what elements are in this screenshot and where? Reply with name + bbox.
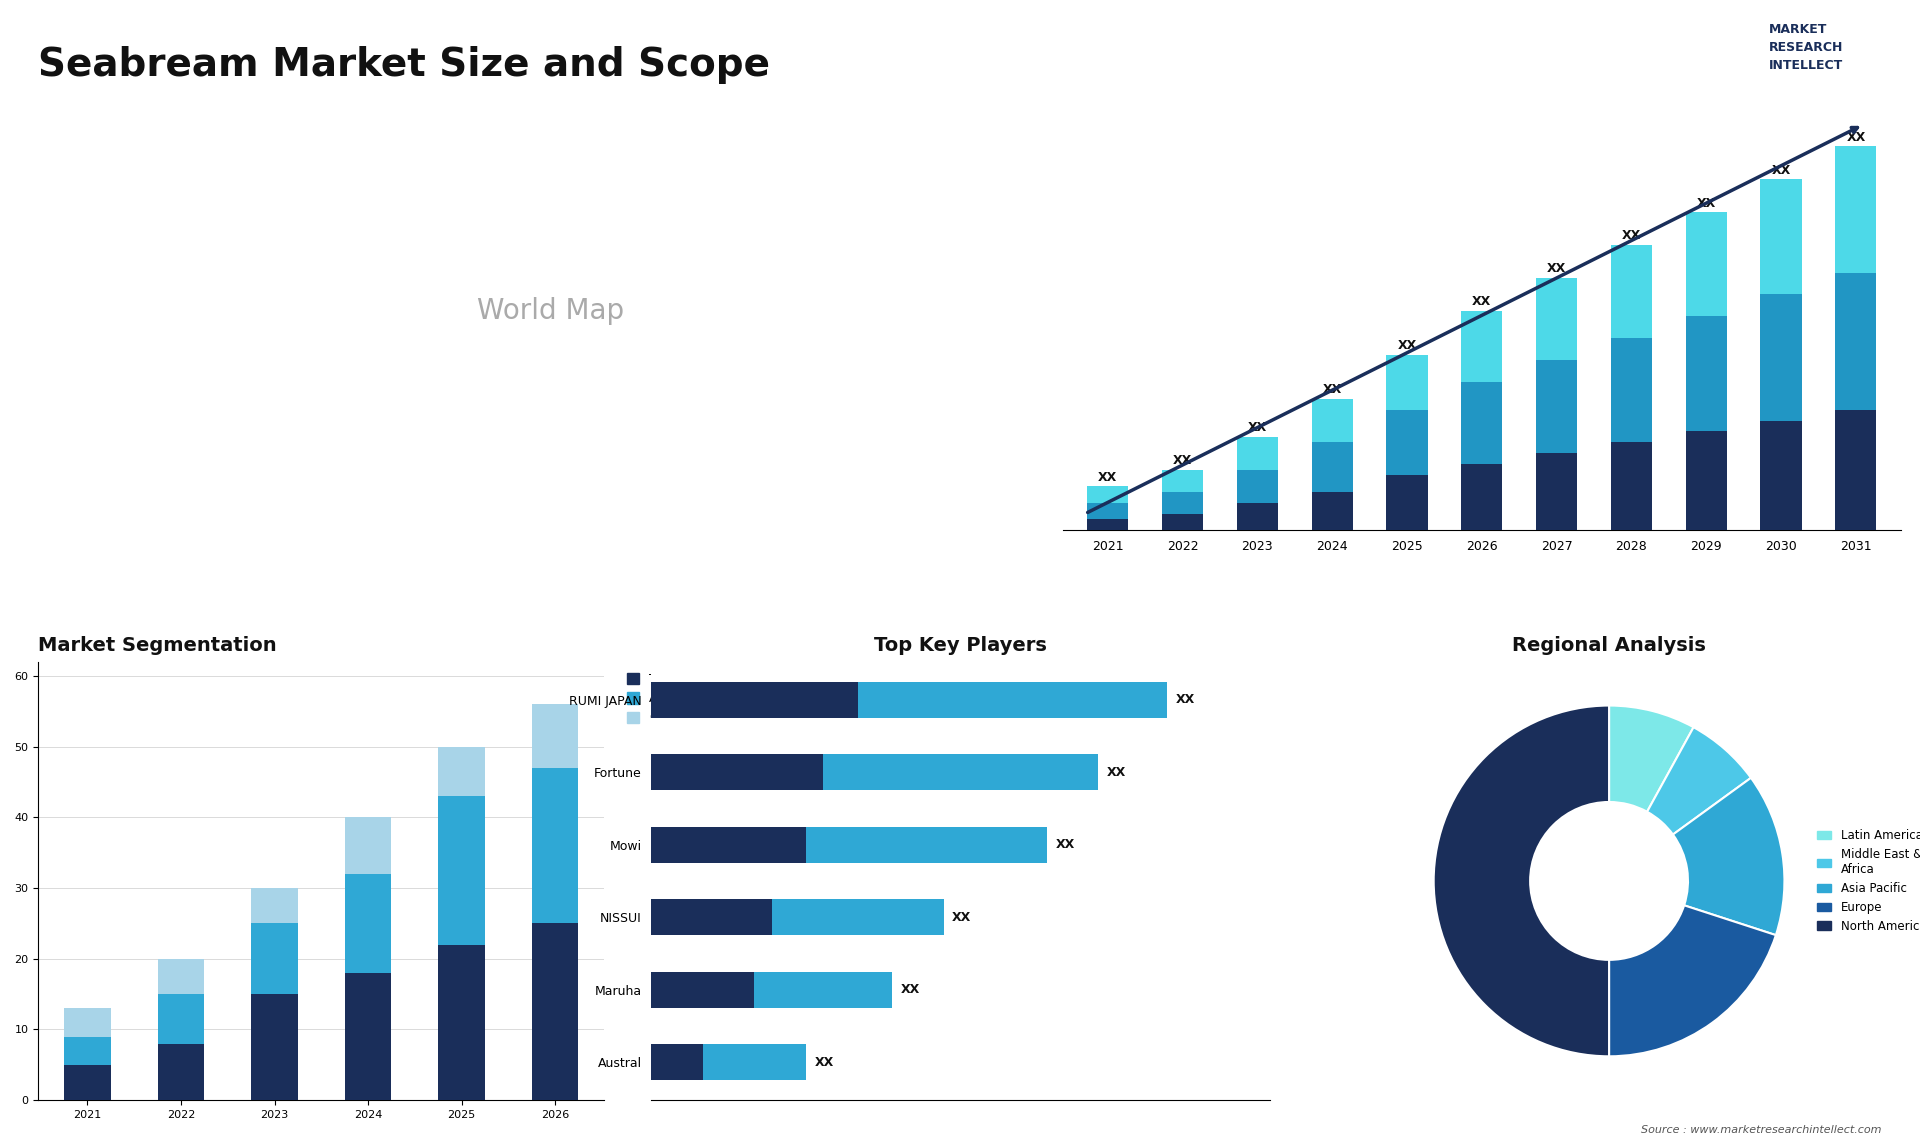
Bar: [252, 994, 298, 1100]
Bar: [1162, 492, 1204, 513]
Bar: [1311, 442, 1354, 492]
Bar: [532, 924, 578, 1100]
Bar: [1686, 432, 1726, 531]
Legend: Latin America, Middle East &
Africa, Asia Pacific, Europe, North America: Latin America, Middle East & Africa, Asi…: [1812, 824, 1920, 937]
Bar: [858, 682, 1167, 717]
Bar: [1461, 464, 1501, 531]
Bar: [651, 900, 772, 935]
Wedge shape: [1609, 706, 1693, 811]
Text: XX: XX: [1248, 422, 1267, 434]
Bar: [346, 973, 392, 1100]
Text: Seabream Market Size and Scope: Seabream Market Size and Scope: [38, 46, 770, 84]
Bar: [63, 1065, 111, 1100]
Bar: [1761, 180, 1801, 295]
Text: XX: XX: [1548, 262, 1567, 275]
Bar: [346, 817, 392, 874]
Bar: [1836, 409, 1876, 531]
Bar: [532, 768, 578, 924]
Bar: [1087, 519, 1129, 531]
Text: XX: XX: [1847, 131, 1866, 143]
Text: XX: XX: [1323, 383, 1342, 395]
Legend: Type, Application, Geography: Type, Application, Geography: [622, 668, 724, 730]
Wedge shape: [1672, 778, 1784, 935]
Bar: [1311, 399, 1354, 442]
Bar: [1611, 338, 1651, 442]
Bar: [1536, 360, 1576, 454]
Bar: [63, 1008, 111, 1036]
Text: XX: XX: [952, 911, 972, 924]
Bar: [1461, 382, 1501, 464]
Bar: [651, 826, 806, 863]
Text: World Map: World Map: [476, 297, 624, 325]
Bar: [438, 944, 486, 1100]
Bar: [1611, 442, 1651, 531]
Bar: [346, 874, 392, 973]
Text: XX: XX: [1173, 454, 1192, 468]
Bar: [1536, 454, 1576, 531]
Text: Source : www.marketresearchintellect.com: Source : www.marketresearchintellect.com: [1642, 1124, 1882, 1135]
Bar: [252, 888, 298, 924]
Wedge shape: [1609, 905, 1776, 1057]
Bar: [1236, 437, 1279, 470]
Bar: [1686, 316, 1726, 432]
Bar: [438, 746, 486, 796]
Bar: [651, 1044, 703, 1081]
Text: XX: XX: [1772, 164, 1791, 176]
Text: MARKET
RESEARCH
INTELLECT: MARKET RESEARCH INTELLECT: [1768, 23, 1843, 72]
Bar: [1761, 295, 1801, 421]
Wedge shape: [1647, 728, 1751, 834]
Bar: [806, 826, 1046, 863]
Text: XX: XX: [900, 983, 920, 996]
Text: XX: XX: [814, 1055, 833, 1068]
Bar: [1236, 470, 1279, 503]
Bar: [824, 754, 1098, 791]
Bar: [772, 900, 943, 935]
Text: XX: XX: [1622, 229, 1642, 243]
Bar: [1162, 470, 1204, 492]
Bar: [1461, 311, 1501, 382]
Title: Regional Analysis: Regional Analysis: [1513, 636, 1707, 654]
Bar: [703, 1044, 806, 1081]
Text: XX: XX: [1056, 838, 1075, 851]
Bar: [1087, 503, 1129, 519]
Bar: [1536, 278, 1576, 360]
Bar: [1236, 503, 1279, 531]
Bar: [1836, 147, 1876, 273]
Bar: [438, 796, 486, 944]
Bar: [755, 972, 893, 1007]
Bar: [1386, 355, 1427, 409]
Text: XX: XX: [1098, 471, 1117, 484]
Bar: [157, 1044, 204, 1100]
Bar: [651, 972, 755, 1007]
Bar: [532, 704, 578, 768]
Text: XX: XX: [1473, 296, 1492, 308]
Bar: [1386, 409, 1427, 476]
Bar: [1836, 273, 1876, 409]
Text: XX: XX: [1175, 693, 1194, 706]
Bar: [651, 682, 858, 717]
Text: XX: XX: [1398, 339, 1417, 352]
Title: Top Key Players: Top Key Players: [874, 636, 1046, 654]
Bar: [1611, 245, 1651, 338]
Bar: [1386, 476, 1427, 531]
Bar: [157, 959, 204, 994]
Bar: [1686, 212, 1726, 316]
Text: XX: XX: [1106, 766, 1127, 779]
Bar: [1761, 421, 1801, 531]
Bar: [651, 754, 824, 791]
Bar: [1311, 492, 1354, 531]
Bar: [157, 994, 204, 1044]
Text: Market Segmentation: Market Segmentation: [38, 636, 276, 654]
Bar: [252, 924, 298, 994]
Bar: [1087, 486, 1129, 503]
Bar: [1162, 513, 1204, 531]
Text: XX: XX: [1697, 196, 1716, 210]
Bar: [63, 1036, 111, 1065]
Wedge shape: [1434, 706, 1609, 1057]
